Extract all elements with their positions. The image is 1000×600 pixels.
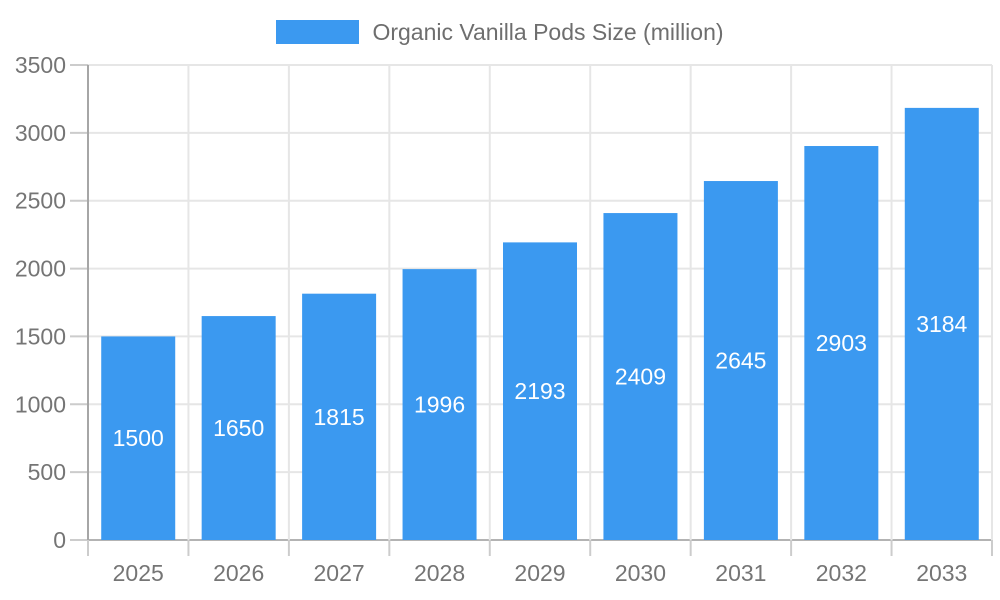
- y-tick-label: 0: [53, 527, 66, 553]
- y-tick-label: 1000: [15, 391, 66, 417]
- x-tick-label: 2026: [213, 560, 264, 586]
- bar-value-label: 1996: [414, 392, 465, 418]
- bar: [703, 181, 778, 541]
- y-tick-label: 500: [28, 459, 66, 485]
- legend: Organic Vanilla Pods Size (million): [0, 18, 1000, 46]
- bar: [603, 213, 678, 541]
- bar-value-label: 1650: [213, 415, 264, 441]
- legend-swatch: [276, 20, 360, 44]
- x-tick-label: 2033: [916, 560, 967, 586]
- bar: [503, 242, 577, 540]
- bar: [804, 146, 879, 540]
- bar-value-label: 1500: [113, 425, 164, 451]
- x-tick-label: 2032: [816, 560, 867, 586]
- bar: [302, 293, 377, 540]
- bar-value-label: 2409: [615, 364, 666, 390]
- x-tick-label: 2028: [414, 560, 465, 586]
- bar-value-label: 2903: [816, 330, 867, 356]
- bar: [904, 107, 979, 540]
- bar-value-label: 3184: [916, 311, 967, 337]
- y-tick-label: 3000: [15, 120, 66, 146]
- bar-value-label: 2645: [715, 348, 766, 374]
- y-tick-label: 2500: [15, 188, 66, 214]
- bar: [201, 316, 276, 540]
- x-tick-label: 2030: [615, 560, 666, 586]
- y-tick-label: 1500: [15, 323, 66, 349]
- x-tick-label: 2027: [314, 560, 365, 586]
- x-tick-label: 2029: [514, 560, 565, 586]
- y-tick-label: 2000: [15, 256, 66, 282]
- bar: [101, 336, 176, 540]
- x-tick-label: 2031: [715, 560, 766, 586]
- bar-value-label: 1815: [314, 404, 365, 430]
- bar-value-label: 2193: [514, 378, 565, 404]
- y-tick-label: 3500: [15, 52, 66, 78]
- x-tick-label: 2025: [113, 560, 164, 586]
- bar: [402, 269, 477, 540]
- legend-label: Organic Vanilla Pods Size (million): [372, 19, 724, 45]
